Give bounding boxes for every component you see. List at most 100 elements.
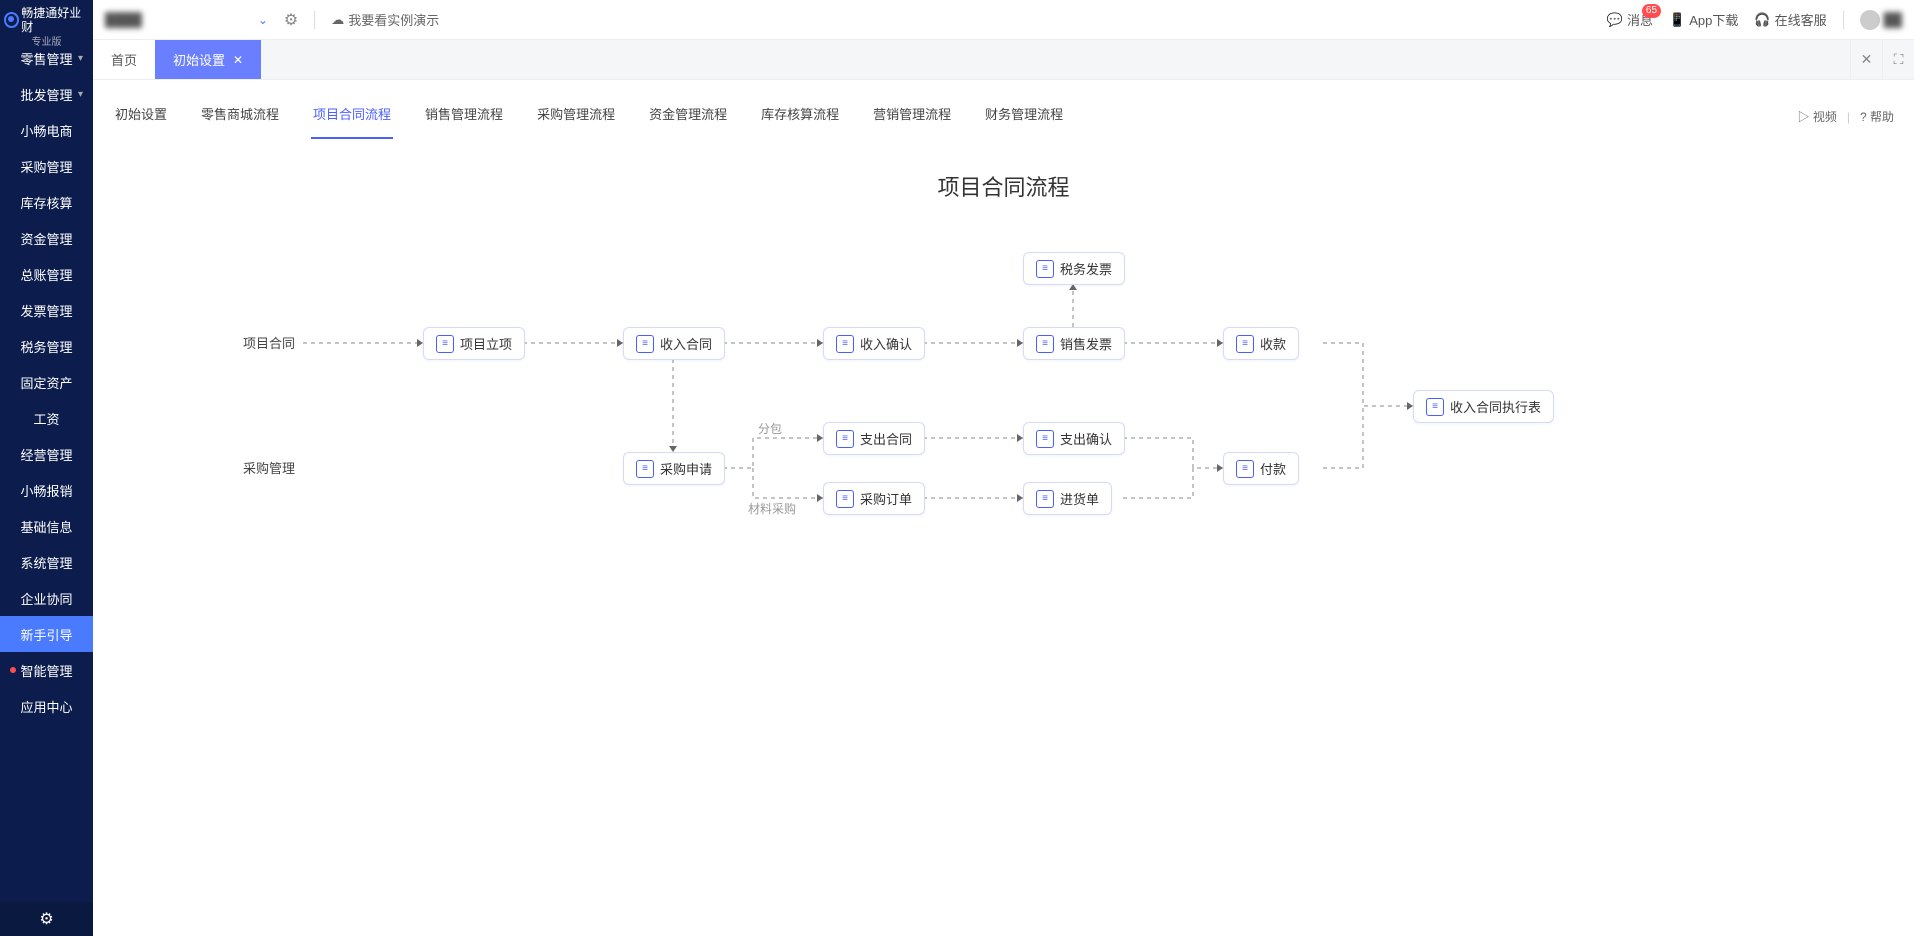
- flow-node-projectSetup[interactable]: ≡ 项目立项: [423, 327, 525, 360]
- sidebar-item-批发管理[interactable]: 批发管理: [0, 76, 93, 112]
- sidebar-item-label: 工资: [33, 409, 59, 428]
- subtab-资金管理流程[interactable]: 资金管理流程: [647, 94, 729, 139]
- play-icon: ▷: [1797, 110, 1809, 124]
- flow-node-label: 项目立项: [460, 334, 512, 353]
- sidebar-item-label: 库存核算: [20, 193, 72, 212]
- document-icon: ≡: [1036, 430, 1054, 448]
- help-link[interactable]: ? 帮助: [1860, 108, 1894, 125]
- flow-node-purchaseOrder[interactable]: ≡采购订单: [823, 482, 925, 515]
- tab-initial-settings[interactable]: 初始设置 ✕: [155, 40, 261, 79]
- tab-home[interactable]: 首页: [93, 40, 155, 79]
- sidebar-item-label: 系统管理: [20, 553, 72, 572]
- sidebar-item-零售管理[interactable]: 零售管理: [0, 40, 93, 76]
- subtab-营销管理流程[interactable]: 营销管理流程: [871, 94, 953, 139]
- flow-node-incomeContract[interactable]: ≡ 收入合同: [623, 327, 725, 360]
- user-menu[interactable]: ██: [1860, 10, 1902, 30]
- sidebar-item-基础信息[interactable]: 基础信息: [0, 508, 93, 544]
- sidebar-item-智能管理[interactable]: 智能管理: [0, 652, 93, 688]
- flow-node-label: 收款: [1260, 334, 1286, 353]
- document-icon: ≡: [436, 335, 454, 353]
- sidebar-item-固定资产[interactable]: 固定资产: [0, 364, 93, 400]
- sidebar-item-经营管理[interactable]: 经营管理: [0, 436, 93, 472]
- close-panel-button[interactable]: ✕: [1850, 40, 1882, 80]
- sidebar-item-应用中心[interactable]: 应用中心: [0, 688, 93, 724]
- document-icon: ≡: [1236, 335, 1254, 353]
- sidebar-item-发票管理[interactable]: 发票管理: [0, 292, 93, 328]
- sidebar-item-工资[interactable]: 工资: [0, 400, 93, 436]
- edge-label-subcontract: 分包: [758, 420, 782, 437]
- subtab-采购管理流程[interactable]: 采购管理流程: [535, 94, 617, 139]
- separator: |: [1847, 110, 1850, 124]
- sidebar-item-小畅报销[interactable]: 小畅报销: [0, 472, 93, 508]
- brand-name: 畅捷通好业财: [21, 6, 89, 34]
- sidebar: 畅捷通好业财 专业版 零售管理批发管理小畅电商采购管理库存核算资金管理总账管理发…: [0, 0, 93, 936]
- flow-node-label: 税务发票: [1060, 259, 1112, 278]
- demo-link[interactable]: ☁ 我要看实例演示: [331, 10, 439, 29]
- document-icon: ≡: [1036, 490, 1054, 508]
- video-link[interactable]: ▷ 视频: [1797, 108, 1836, 125]
- sidebar-item-库存核算[interactable]: 库存核算: [0, 184, 93, 220]
- flow-node-expenseContract[interactable]: ≡支出合同: [823, 422, 925, 455]
- divider: [314, 11, 315, 29]
- sidebar-item-资金管理[interactable]: 资金管理: [0, 220, 93, 256]
- fullscreen-button[interactable]: ⛶: [1882, 40, 1914, 80]
- online-service-button[interactable]: 🎧 在线客服: [1754, 10, 1826, 29]
- flow-node-expenseConfirm[interactable]: ≡ 支出确认: [1023, 422, 1125, 455]
- document-icon: ≡: [636, 335, 654, 353]
- sidebar-item-label: 批发管理: [20, 85, 72, 104]
- subtab-零售商城流程[interactable]: 零售商城流程: [199, 94, 281, 139]
- flow-node-purchaseRequest[interactable]: ≡采购申请: [623, 452, 725, 485]
- topbar-settings-icon[interactable]: ⚙: [284, 10, 298, 30]
- subtab-初始设置[interactable]: 初始设置: [113, 94, 169, 139]
- sidebar-item-新手引导[interactable]: 新手引导: [0, 616, 93, 652]
- sidebar-settings-button[interactable]: ⚙: [0, 902, 93, 936]
- brand-icon: [4, 12, 19, 28]
- subtabs: 初始设置零售商城流程项目合同流程销售管理流程采购管理流程资金管理流程库存核算流程…: [113, 94, 1894, 140]
- flow-node-label: 收入合同执行表: [1450, 397, 1541, 416]
- flow-node-label: 收入合同: [660, 334, 712, 353]
- sidebar-item-小畅电商[interactable]: 小畅电商: [0, 112, 93, 148]
- message-badge: 65: [1642, 4, 1661, 18]
- main: ████ ⌄ ⚙ ☁ 我要看实例演示 💬 消息 65 📱 App下载 🎧 在线客…: [93, 0, 1914, 936]
- sidebar-item-税务管理[interactable]: 税务管理: [0, 328, 93, 364]
- app-download-button[interactable]: 📱 App下载: [1669, 10, 1738, 29]
- logo: 畅捷通好业财 专业版: [0, 0, 93, 40]
- sidebar-item-label: 总账管理: [20, 265, 72, 284]
- notification-dot: [10, 667, 16, 673]
- subtab-销售管理流程[interactable]: 销售管理流程: [423, 94, 505, 139]
- sidebar-item-label: 应用中心: [20, 697, 72, 716]
- flow-node-incomeExecTable[interactable]: ≡ 收入合同执行表: [1413, 390, 1554, 423]
- sidebar-item-label: 新手引导: [20, 625, 72, 644]
- subtab-库存核算流程[interactable]: 库存核算流程: [759, 94, 841, 139]
- flow-node-label: 支出确认: [1060, 429, 1112, 448]
- flow-node-goodsReceipt[interactable]: ≡进货单: [1023, 482, 1112, 515]
- document-icon: ≡: [1426, 398, 1444, 416]
- flow-node-receipt[interactable]: ≡ 收款: [1223, 327, 1299, 360]
- sidebar-item-label: 资金管理: [20, 229, 72, 248]
- content: 初始设置零售商城流程项目合同流程销售管理流程采购管理流程资金管理流程库存核算流程…: [93, 80, 1914, 936]
- flow-row-label-bottom: 采购管理: [243, 458, 295, 477]
- flow-node-incomeConfirm[interactable]: ≡收入确认: [823, 327, 925, 360]
- messages-button[interactable]: 💬 消息 65: [1607, 10, 1653, 29]
- flow-node-payment[interactable]: ≡付款: [1223, 452, 1299, 485]
- nav-list: 零售管理批发管理小畅电商采购管理库存核算资金管理总账管理发票管理税务管理固定资产…: [0, 40, 93, 902]
- org-switcher[interactable]: ⌄: [258, 13, 268, 27]
- sidebar-item-label: 经营管理: [20, 445, 72, 464]
- flow-node-label: 采购订单: [860, 489, 912, 508]
- document-icon: ≡: [1036, 260, 1054, 278]
- flow-title: 项目合同流程: [113, 170, 1894, 202]
- flow-node-taxInvoice[interactable]: ≡ 税务发票: [1023, 252, 1125, 285]
- sidebar-item-企业协同[interactable]: 企业协同: [0, 580, 93, 616]
- subtab-项目合同流程[interactable]: 项目合同流程: [311, 94, 393, 139]
- close-icon[interactable]: ✕: [233, 53, 243, 67]
- message-icon: 💬: [1607, 12, 1623, 28]
- subtab-财务管理流程[interactable]: 财务管理流程: [983, 94, 1065, 139]
- flow-node-salesInvoice[interactable]: ≡销售发票: [1023, 327, 1125, 360]
- cloud-icon: ☁: [331, 12, 344, 28]
- sidebar-item-系统管理[interactable]: 系统管理: [0, 544, 93, 580]
- sidebar-item-label: 采购管理: [20, 157, 72, 176]
- edge-label-material: 材料采购: [748, 500, 796, 517]
- document-icon: ≡: [636, 460, 654, 478]
- sidebar-item-采购管理[interactable]: 采购管理: [0, 148, 93, 184]
- sidebar-item-总账管理[interactable]: 总账管理: [0, 256, 93, 292]
